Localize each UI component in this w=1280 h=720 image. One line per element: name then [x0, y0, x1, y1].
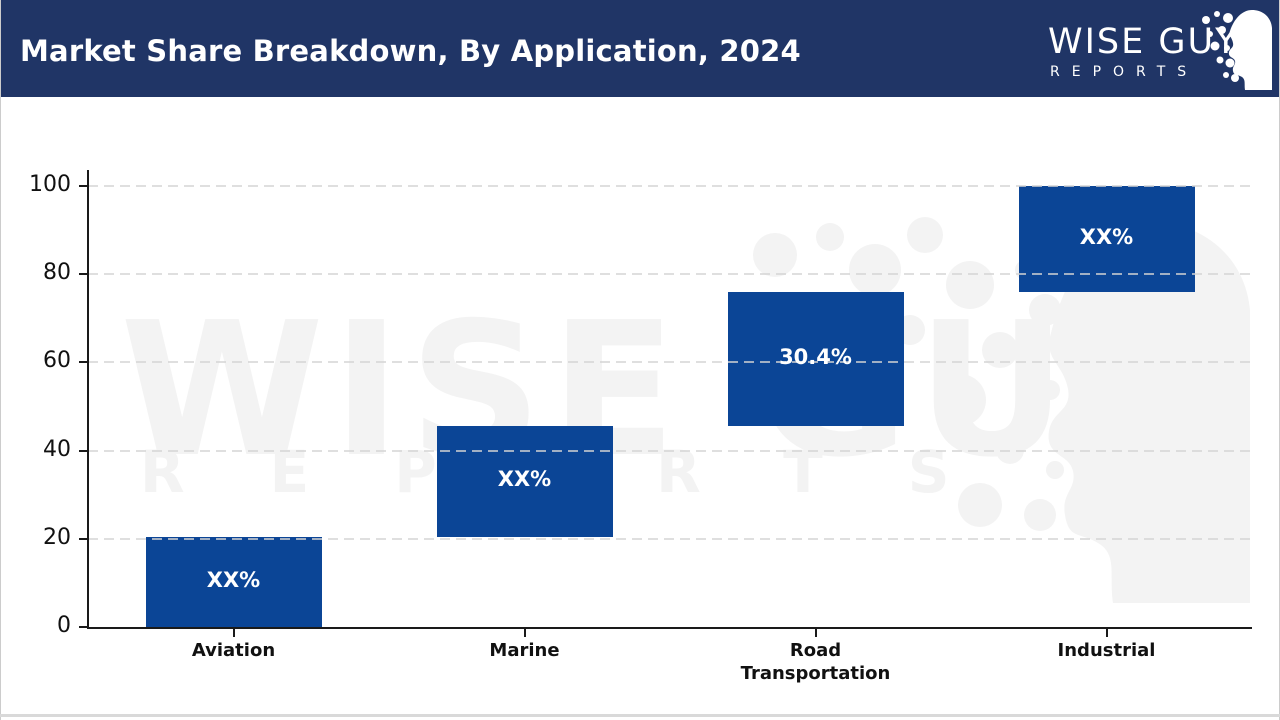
page-border-bottom: [0, 714, 1280, 717]
bar-road-transportation: [727, 291, 904, 426]
gridline-100: [88, 185, 1252, 187]
gridline-80: [88, 273, 1252, 276]
y-tick-label: 100: [29, 172, 71, 197]
x-tick: [232, 629, 235, 637]
watermark-wordmark: WISE GUY: [120, 282, 1217, 498]
y-tick: [79, 449, 87, 452]
bar-value-label: 30.4%: [779, 344, 852, 369]
logo-wordmark: WISE GUY: [1048, 22, 1239, 62]
bar-value-label: XX%: [497, 467, 552, 492]
y-tick: [79, 537, 87, 540]
logo-reports-label: REPORTS: [1050, 64, 1199, 80]
bar-value-label: XX%: [206, 568, 261, 593]
x-category-label-line: Industrial: [1057, 640, 1156, 661]
x-category-label: Road Transportation: [676, 640, 956, 685]
x-category-label-line: Road: [789, 640, 842, 661]
x-axis: [87, 627, 1252, 629]
x-category-label: Marine: [385, 640, 665, 663]
x-category-label: Industrial: [967, 640, 1247, 663]
x-category-label-line: Marine: [489, 640, 560, 661]
y-tick-label: 40: [43, 436, 71, 462]
gridline-60: [88, 361, 1252, 364]
y-tick-label: 0: [57, 613, 71, 638]
y-tick: [79, 626, 87, 628]
gridline-20: [88, 537, 1252, 540]
y-axis: [87, 170, 89, 629]
x-category-label: Aviation: [94, 640, 374, 663]
y-tick-label: 20: [43, 524, 71, 550]
y-tick: [79, 361, 87, 364]
page-border-left: [0, 0, 1, 720]
x-tick: [1105, 629, 1108, 637]
y-tick-label: 80: [43, 260, 71, 286]
bar-aviation: [145, 537, 322, 627]
y-tick: [79, 273, 87, 276]
logo-face-icon: [1202, 10, 1272, 90]
y-tick-label: 60: [43, 348, 71, 374]
logo: WISE GUY REPORTS: [1010, 6, 1272, 92]
x-tick: [814, 629, 817, 637]
page-title: Market Share Breakdown, By Application, …: [20, 34, 801, 68]
x-category-label-line: Transportation: [740, 662, 891, 684]
gridline-40: [88, 449, 1252, 452]
header: Market Share Breakdown, By Application, …: [0, 0, 1280, 97]
x-tick: [523, 629, 526, 637]
x-category-label-line: Aviation: [191, 640, 276, 661]
y-tick: [79, 185, 87, 187]
bar-value-label: XX%: [1079, 224, 1134, 249]
bar-marine: [436, 425, 613, 538]
